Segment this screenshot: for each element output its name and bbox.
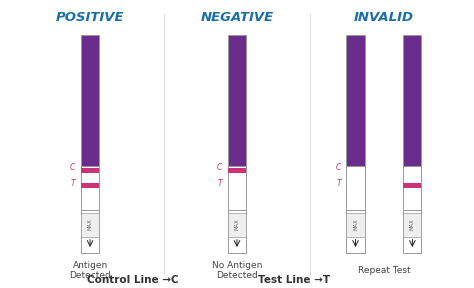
Bar xyxy=(81,166,99,210)
Text: T: T xyxy=(336,179,341,188)
Bar xyxy=(81,168,99,173)
Text: MAX: MAX xyxy=(353,218,358,230)
Bar xyxy=(403,210,421,253)
Bar xyxy=(403,166,421,210)
Text: Repeat Test: Repeat Test xyxy=(357,266,410,275)
Bar xyxy=(403,35,421,166)
Text: Test Line →T: Test Line →T xyxy=(258,275,330,285)
Bar xyxy=(81,35,99,166)
Text: POSITIVE: POSITIVE xyxy=(56,11,124,24)
Text: Antigen
Detected: Antigen Detected xyxy=(69,261,111,281)
Text: C: C xyxy=(217,164,222,173)
Bar xyxy=(228,166,246,210)
Text: INVALID: INVALID xyxy=(354,11,414,24)
Text: No Antigen
Detected: No Antigen Detected xyxy=(212,261,262,281)
Text: C: C xyxy=(70,164,75,173)
Bar xyxy=(81,183,99,188)
Text: NEGATIVE: NEGATIVE xyxy=(201,11,273,24)
Bar xyxy=(346,213,365,237)
Bar xyxy=(228,168,246,173)
Bar xyxy=(403,183,421,188)
Text: MAX: MAX xyxy=(235,218,239,230)
Bar xyxy=(346,166,365,210)
Text: C: C xyxy=(336,164,341,173)
Bar xyxy=(81,210,99,253)
Bar xyxy=(228,213,246,237)
Text: T: T xyxy=(218,179,222,188)
Text: MAX: MAX xyxy=(88,218,92,230)
Bar xyxy=(346,210,365,253)
Bar xyxy=(346,35,365,166)
Text: Control Line →C: Control Line →C xyxy=(87,275,179,285)
Text: MAX: MAX xyxy=(410,218,415,230)
Bar xyxy=(81,213,99,237)
Bar xyxy=(403,213,421,237)
Bar xyxy=(228,35,246,166)
Text: T: T xyxy=(71,179,75,188)
Bar xyxy=(228,210,246,253)
